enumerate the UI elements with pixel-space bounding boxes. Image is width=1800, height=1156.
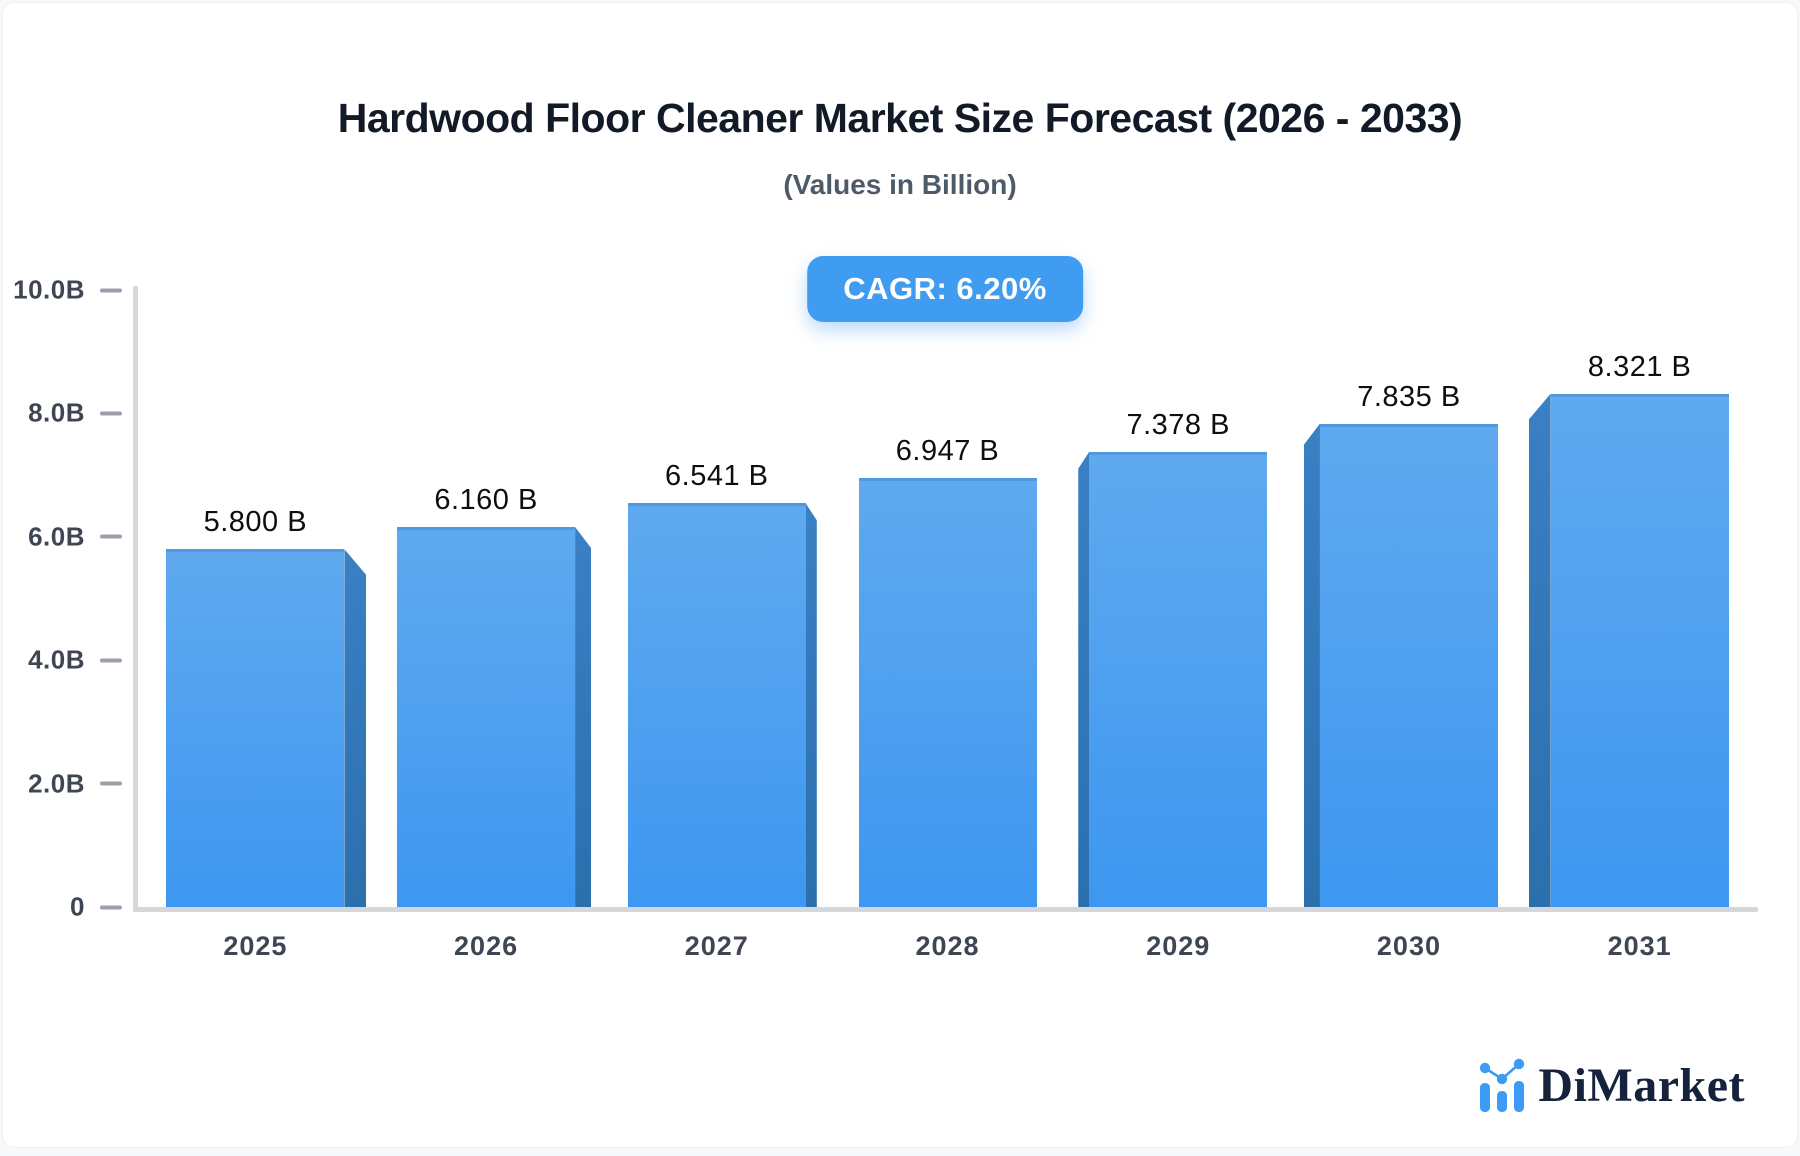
- x-axis-label-2028: 2028: [915, 931, 980, 961]
- cagr-badge: CAGR: 6.20%: [807, 256, 1083, 322]
- bar-slot-2025: 5.800 B 2025: [140, 290, 371, 961]
- x-axis-label-2031: 2031: [1607, 931, 1672, 961]
- y-tick-0: 0: [3, 892, 133, 923]
- bar-slot-2027: 6.541 B 2027: [601, 290, 832, 961]
- page-subtitle: (Values in Billion): [783, 169, 1017, 200]
- y-axis-line: [133, 286, 138, 912]
- bar-value-label: 7.835 B: [1357, 380, 1461, 413]
- y-tick-label: 0: [70, 891, 85, 922]
- y-tick-label: 10.0B: [13, 274, 85, 305]
- bar-face: [1319, 423, 1498, 907]
- x-axis-label-2025: 2025: [223, 931, 288, 961]
- y-tick-label: 8.0B: [28, 397, 85, 428]
- bar-value-label: 6.160 B: [434, 483, 538, 516]
- bar-side-panel: [1078, 451, 1090, 907]
- y-tick-mark: [100, 781, 122, 786]
- page-title: Hardwood Floor Cleaner Market Size Forec…: [337, 95, 1463, 141]
- bar-slot-2026: 6.160 B 2026: [371, 290, 602, 961]
- bar-side-panel: [1528, 393, 1551, 907]
- bar-slot-2030: 7.835 B 2030: [1294, 290, 1525, 961]
- x-axis-line: [133, 907, 1758, 912]
- y-tick-10.0B: 10.0B: [3, 275, 133, 306]
- bar-side-panel: [344, 549, 367, 907]
- x-axis-label-2029: 2029: [1146, 931, 1211, 961]
- bar-slot-2029: 7.378 B 2029: [1063, 290, 1294, 961]
- y-tick-2.0B: 2.0B: [3, 768, 133, 799]
- bar-face: [627, 503, 806, 907]
- y-tick-mark: [100, 288, 122, 292]
- y-tick-6.0B: 6.0B: [3, 521, 133, 552]
- bar-2027: 6.541 B: [627, 460, 817, 907]
- brand-logo: DiMarket: [1478, 1057, 1745, 1113]
- bar-2025: 5.800 B: [166, 506, 367, 907]
- bar-face: [397, 526, 576, 907]
- bar-value-label: 6.947 B: [895, 435, 1000, 468]
- y-tick-mark: [100, 658, 122, 663]
- y-tick-mark: [100, 905, 122, 909]
- brand-logo-text: DiMarket: [1538, 1058, 1745, 1112]
- bar-side-panel: [1303, 423, 1320, 907]
- bar-slot-2028: 6.947 B 2028: [832, 290, 1063, 961]
- mini-bar-chart-icon: [1478, 1057, 1526, 1113]
- x-axis-label-2030: 2030: [1376, 931, 1441, 961]
- bar-value-label: 7.378 B: [1126, 408, 1230, 441]
- y-tick-8.0B: 8.0B: [3, 398, 133, 429]
- y-tick-mark: [100, 411, 122, 416]
- bar-2029: 7.378 B: [1078, 409, 1268, 907]
- plot-slots: 5.800 B 2025 6.160 B 2026 6.541 B 2027 6.947 B…: [140, 290, 1755, 961]
- bar-value-label: 6.541 B: [665, 460, 769, 493]
- bar-side-panel: [805, 503, 817, 907]
- bar-face: [858, 478, 1037, 907]
- y-tick-mark: [100, 534, 122, 539]
- y-axis: 0 2.0B 4.0B 6.0B 8.0B 10.0B: [3, 275, 133, 922]
- bar-2026: 6.160 B: [397, 484, 592, 907]
- y-tick-label: 4.0B: [28, 644, 85, 675]
- bar-2031: 8.321 B: [1528, 351, 1729, 907]
- y-tick-label: 6.0B: [28, 521, 85, 552]
- y-tick-label: 2.0B: [28, 768, 85, 799]
- bar-face: [166, 549, 345, 907]
- bar-face: [1550, 393, 1729, 907]
- bar-value-label: 8.321 B: [1587, 350, 1692, 383]
- x-axis-label-2026: 2026: [454, 931, 519, 961]
- bar-2028: 6.947 B: [858, 435, 1037, 907]
- bar-face: [1089, 451, 1268, 907]
- bar-2030: 7.835 B: [1303, 381, 1498, 907]
- bar-slot-2031: 8.321 B 2031: [1524, 290, 1755, 961]
- bar-value-label: 5.800 B: [203, 506, 308, 539]
- x-axis-label-2027: 2027: [684, 931, 749, 961]
- y-tick-4.0B: 4.0B: [3, 645, 133, 676]
- bar-side-panel: [575, 526, 592, 907]
